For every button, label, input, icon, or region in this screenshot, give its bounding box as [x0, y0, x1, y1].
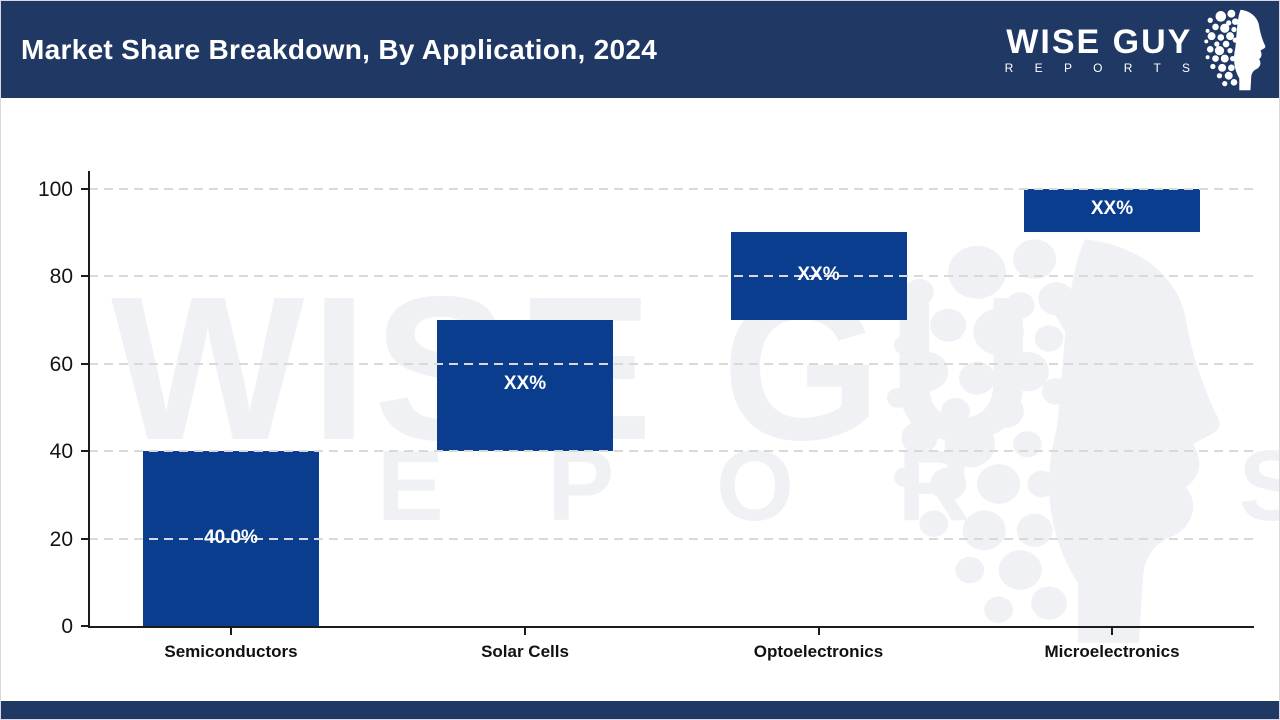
brand-subtitle: R E P O R T S	[1004, 61, 1199, 75]
gridline	[89, 275, 1254, 277]
brand-head-icon	[1201, 7, 1267, 93]
gridline	[89, 537, 1254, 540]
x-tick-label: Microelectronics	[1044, 642, 1180, 661]
watermark: WISE GUY R E P O R T S	[1, 98, 1279, 719]
y-tick-mark	[81, 362, 89, 365]
chart-title: Market Share Breakdown, By Application, …	[21, 33, 658, 65]
watermark-wordmark: WISE GUY	[111, 254, 1185, 483]
y-tick-label: 60	[49, 352, 73, 376]
x-tick-mark	[230, 628, 232, 635]
y-tick-label: 0	[61, 615, 73, 638]
chart-bar	[1024, 188, 1200, 233]
header-bar: Market Share Breakdown, By Application, …	[1, 1, 1279, 98]
bar-value-label: XX%	[503, 373, 547, 395]
y-tick-label: 20	[49, 527, 73, 551]
gridline	[89, 362, 1254, 365]
brand-name: WISE GUY	[1006, 23, 1193, 61]
y-tick-mark	[81, 450, 89, 452]
x-tick-label: Solar Cells	[481, 642, 569, 661]
y-tick-label: 40	[49, 440, 73, 463]
x-tick-label: Semiconductors	[164, 642, 298, 661]
gridline	[89, 187, 1254, 190]
x-tick-mark	[524, 628, 526, 635]
y-tick-label: 80	[49, 265, 73, 288]
y-tick-mark	[81, 537, 89, 540]
bar-value-label: 40.0%	[204, 526, 258, 548]
y-axis-spine	[88, 171, 90, 628]
y-tick-mark	[81, 187, 89, 190]
brand-text: WISE GUY R E P O R T S	[1000, 25, 1199, 74]
brand-logo: WISE GUY R E P O R T S	[1000, 7, 1267, 93]
bar-value-label: XX%	[797, 264, 840, 285]
x-tick-mark	[1111, 628, 1113, 635]
x-tick-mark	[817, 628, 820, 635]
footer-bar	[1, 701, 1279, 719]
chart-bar	[437, 319, 613, 451]
x-tick-label: Optoelectronics	[753, 642, 884, 661]
y-tick-mark	[81, 625, 89, 627]
x-axis-spine	[88, 626, 1254, 628]
gridline	[89, 450, 1254, 452]
y-tick-mark	[81, 275, 89, 277]
bar-value-label: XX%	[1090, 198, 1134, 220]
y-tick-label: 100	[37, 177, 73, 201]
